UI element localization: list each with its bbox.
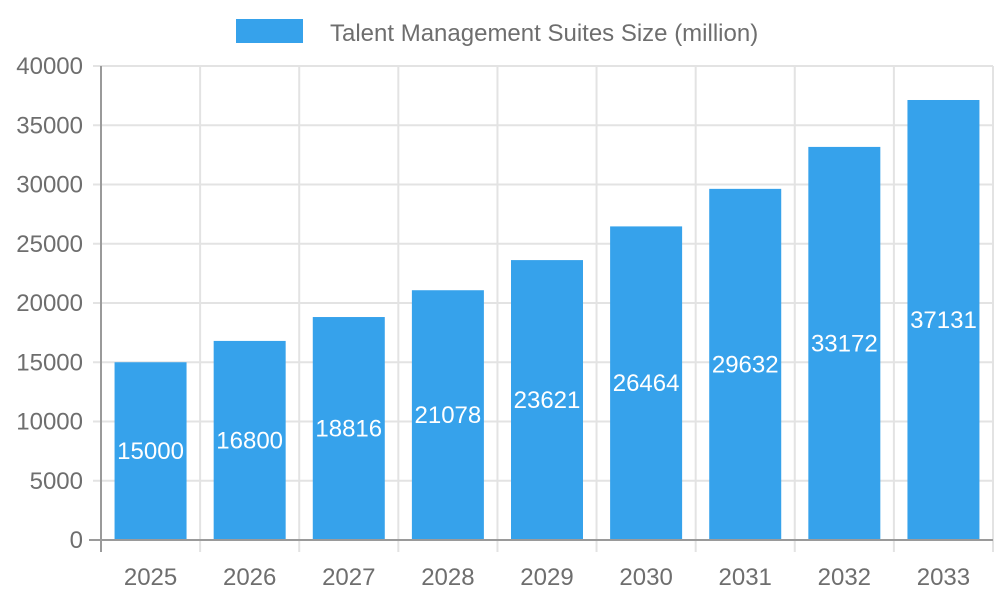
bar-2025[interactable]: [114, 362, 187, 540]
bar-value-label: 18816: [315, 416, 382, 443]
bar-2027[interactable]: [312, 317, 385, 540]
bar-value-label: 16800: [216, 427, 283, 454]
bar-value-label: 37131: [910, 307, 977, 334]
bar-value-label: 15000: [117, 438, 184, 465]
x-tick-label: 2032: [818, 564, 871, 591]
x-tick-label: 2033: [917, 564, 970, 591]
bar-2033[interactable]: [907, 99, 980, 540]
y-tick-label: 20000: [16, 290, 83, 317]
x-tick-label: 2031: [719, 564, 772, 591]
bar-value-label: 33172: [811, 330, 878, 357]
bar-2032[interactable]: [808, 146, 881, 540]
bar-value-label: 23621: [514, 387, 581, 414]
bar-2030[interactable]: [610, 226, 683, 540]
y-tick-label: 40000: [16, 53, 83, 80]
x-tick-label: 2030: [619, 564, 672, 591]
bar-value-label: 29632: [712, 351, 779, 378]
legend: Talent Management Suites Size (million): [236, 19, 758, 47]
x-tick-label: 2026: [223, 564, 276, 591]
plot-area: 0 5000 10000 15000 20000 25000 30000 35000 40000…: [16, 53, 994, 591]
y-tick-label: 15000: [16, 349, 83, 376]
x-tick-label: 2027: [322, 564, 375, 591]
y-tick-label: 30000: [16, 172, 83, 199]
bar-2031[interactable]: [709, 188, 782, 541]
y-tick-label: 5000: [30, 468, 83, 495]
bar-2029[interactable]: [511, 260, 583, 540]
y-tick-label: 35000: [16, 112, 83, 139]
legend-swatch[interactable]: [236, 19, 303, 43]
bar-2026[interactable]: [213, 340, 286, 540]
legend-label[interactable]: Talent Management Suites Size (million): [330, 20, 758, 47]
y-tick-label: 10000: [16, 409, 83, 436]
bar-value-label: 26464: [613, 370, 680, 397]
x-tick-label: 2028: [421, 564, 474, 591]
y-tick-label: 0: [70, 527, 83, 554]
bar-value-label: 21078: [415, 402, 482, 429]
x-tick-label: 2029: [520, 564, 573, 591]
bar-2028[interactable]: [411, 290, 484, 540]
x-tick-label: 2025: [124, 564, 177, 591]
y-tick-label: 25000: [16, 231, 83, 258]
